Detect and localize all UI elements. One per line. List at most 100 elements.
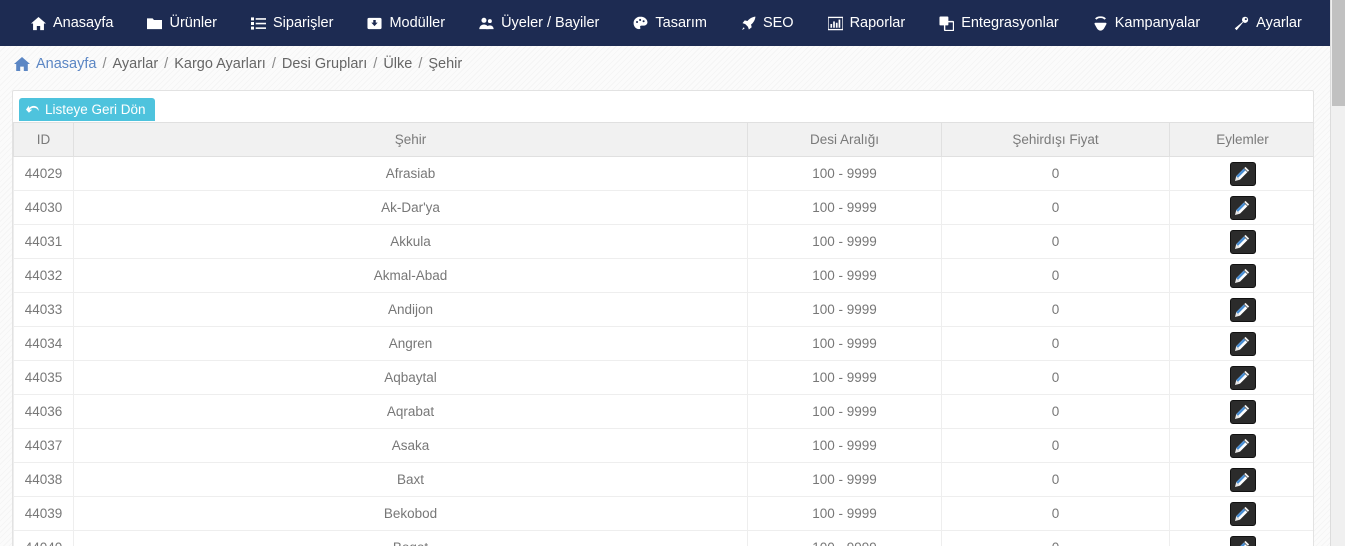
table-row: 44037 Asaka 100 - 9999 0 [13, 428, 1313, 463]
breadcrumb-item-ayarlar[interactable]: Ayarlar [112, 56, 159, 72]
vertical-scrollbar[interactable] [1330, 0, 1345, 546]
breadcrumb-item-desi-gruplari[interactable]: Desi Grupları [281, 56, 368, 72]
cell-id: 44040 [13, 530, 74, 546]
edit-row-button[interactable] [1229, 467, 1256, 492]
cell-id: 44035 [13, 360, 74, 395]
cell-id: 44030 [13, 190, 74, 225]
megaphone-icon [1093, 15, 1108, 31]
cell-city: Afrasiab [73, 156, 748, 191]
nav-item-moduller[interactable]: Modüller [350, 0, 462, 46]
cell-city: Asaka [73, 428, 748, 463]
users-icon [479, 16, 494, 31]
nav-label: Anasayfa [53, 15, 114, 31]
column-header-desi[interactable]: Desi Aralığı [747, 122, 942, 157]
nav-label: SEO [762, 15, 794, 31]
breadcrumb: Anasayfa / Ayarlar / Kargo Ayarları / De… [0, 46, 1345, 82]
nav-label: Ayarlar [1256, 15, 1302, 31]
cell-desi: 100 - 9999 [747, 462, 942, 497]
cell-id: 44039 [13, 496, 74, 531]
edit-row-button[interactable] [1229, 161, 1256, 186]
table-row: 44029 Afrasiab 100 - 9999 0 [13, 156, 1313, 191]
cell-desi: 100 - 9999 [747, 428, 942, 463]
edit-row-button[interactable] [1229, 501, 1256, 526]
breadcrumb-separator: / [102, 56, 107, 72]
cell-actions [1169, 156, 1313, 191]
cell-actions [1169, 224, 1313, 259]
nav-item-urunler[interactable]: Ürünler [130, 0, 234, 46]
cell-actions [1169, 428, 1313, 463]
pencil-edit-icon [1235, 506, 1250, 521]
edit-row-button[interactable] [1229, 399, 1256, 424]
edit-row-button[interactable] [1229, 195, 1256, 220]
edit-row-button[interactable] [1229, 365, 1256, 390]
cell-desi: 100 - 9999 [747, 292, 942, 327]
column-header-eylemler: Eylemler [1169, 122, 1313, 157]
cell-actions [1169, 530, 1313, 546]
pencil-edit-icon [1235, 268, 1250, 283]
column-header-id[interactable]: ID [13, 122, 74, 157]
nav-item-tasarim[interactable]: Tasarım [616, 0, 724, 46]
cell-desi: 100 - 9999 [747, 190, 942, 225]
breadcrumb-separator: / [164, 56, 169, 72]
edit-row-button[interactable] [1229, 535, 1256, 546]
cell-id: 44029 [13, 156, 74, 191]
pencil-edit-icon [1235, 438, 1250, 453]
cell-city: Bekobod [73, 496, 748, 531]
pencil-edit-icon [1235, 336, 1250, 351]
cell-price: 0 [941, 156, 1170, 191]
cell-desi: 100 - 9999 [747, 326, 942, 361]
cell-price: 0 [941, 394, 1170, 429]
edit-row-button[interactable] [1229, 331, 1256, 356]
breadcrumb-item-anasayfa[interactable]: Anasayfa [36, 56, 97, 72]
nav-item-anasayfa[interactable]: Anasayfa [14, 0, 130, 46]
home-icon [31, 16, 46, 31]
cell-price: 0 [941, 530, 1170, 546]
pencil-edit-icon [1235, 540, 1250, 546]
back-to-list-button[interactable]: Listeye Geri Dön [19, 98, 155, 121]
edit-row-button[interactable] [1229, 229, 1256, 254]
breadcrumb-item-ulke[interactable]: Ülke [383, 56, 413, 72]
cell-actions [1169, 190, 1313, 225]
nav-item-ayarlar[interactable]: Ayarlar [1217, 0, 1319, 46]
table-body: 44029 Afrasiab 100 - 9999 0 44030 Ak-Dar'ya 10… [13, 156, 1313, 546]
cell-desi: 100 - 9999 [747, 394, 942, 429]
cell-actions [1169, 292, 1313, 327]
cell-desi: 100 - 9999 [747, 258, 942, 293]
nav-label: Raporlar [849, 15, 906, 31]
nav-item-siparisler[interactable]: Siparişler [234, 0, 350, 46]
column-header-sehir[interactable]: Şehir [73, 122, 748, 157]
cell-price: 0 [941, 258, 1170, 293]
table-row: 44034 Angren 100 - 9999 0 [13, 326, 1313, 361]
nav-item-kampanyalar[interactable]: Kampanyalar [1076, 0, 1217, 46]
plugin-icon [939, 15, 955, 31]
table-header-row: ID Şehir Desi Aralığı Şehirdışı Fiyat Ey… [13, 122, 1313, 157]
nav-item-raporlar[interactable]: Raporlar [811, 0, 923, 46]
nav-label: Ürünler [169, 15, 218, 31]
nav-item-seo[interactable]: SEO [724, 0, 811, 46]
folder-icon [147, 16, 163, 31]
breadcrumb-separator: / [418, 56, 423, 72]
cell-city: Bogot [73, 530, 748, 546]
edit-row-button[interactable] [1229, 433, 1256, 458]
undo-arrow-icon [26, 103, 39, 116]
nav-item-entegrasyonlar[interactable]: Entegrasyonlar [922, 0, 1076, 46]
breadcrumb-item-kargo-ayarlari[interactable]: Kargo Ayarları [174, 56, 266, 72]
cell-price: 0 [941, 360, 1170, 395]
cell-id: 44031 [13, 224, 74, 259]
cell-city: Angren [73, 326, 748, 361]
cell-desi: 100 - 9999 [747, 496, 942, 531]
cell-id: 44038 [13, 462, 74, 497]
cell-id: 44037 [13, 428, 74, 463]
table-row: 44035 Aqbaytal 100 - 9999 0 [13, 360, 1313, 395]
cell-id: 44032 [13, 258, 74, 293]
edit-row-button[interactable] [1229, 297, 1256, 322]
nav-item-uyeler-bayiler[interactable]: Üyeler / Bayiler [462, 0, 616, 46]
pencil-edit-icon [1235, 166, 1250, 181]
vertical-scrollbar-thumb[interactable] [1332, 0, 1345, 106]
column-header-fiyat[interactable]: Şehirdışı Fiyat [941, 122, 1170, 157]
wrench-icon [1234, 16, 1249, 31]
cell-city: Aqrabat [73, 394, 748, 429]
edit-row-button[interactable] [1229, 263, 1256, 288]
cities-table: ID Şehir Desi Aralığı Şehirdışı Fiyat Ey… [13, 122, 1313, 546]
cell-price: 0 [941, 292, 1170, 327]
